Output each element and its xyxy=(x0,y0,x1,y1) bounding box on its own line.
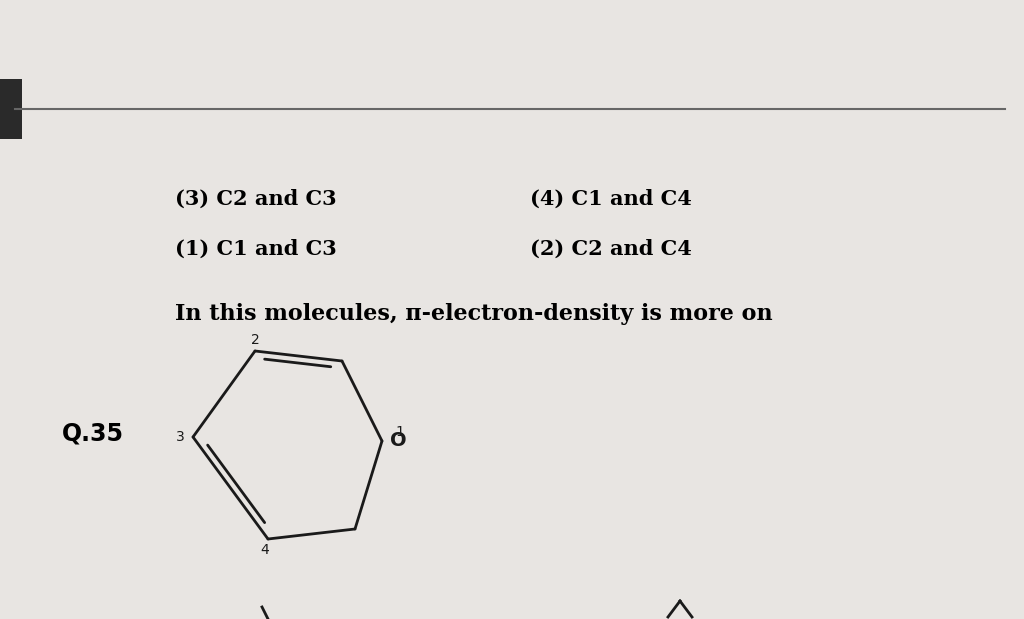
Text: 1: 1 xyxy=(395,425,404,439)
Text: 3: 3 xyxy=(176,430,185,444)
Text: O: O xyxy=(390,431,407,451)
Text: (2) C2 and C4: (2) C2 and C4 xyxy=(530,239,692,259)
Text: (1) C1 and C3: (1) C1 and C3 xyxy=(175,239,337,259)
Text: 4: 4 xyxy=(261,543,269,557)
Text: In this molecules, π-electron-density is more on: In this molecules, π-electron-density is… xyxy=(175,303,773,325)
Text: (4) C1 and C4: (4) C1 and C4 xyxy=(530,189,692,209)
Bar xyxy=(0,79,22,139)
Text: (3) C2 and C3: (3) C2 and C3 xyxy=(175,189,337,209)
Text: Q.35: Q.35 xyxy=(62,422,124,446)
Text: 2: 2 xyxy=(251,333,259,347)
